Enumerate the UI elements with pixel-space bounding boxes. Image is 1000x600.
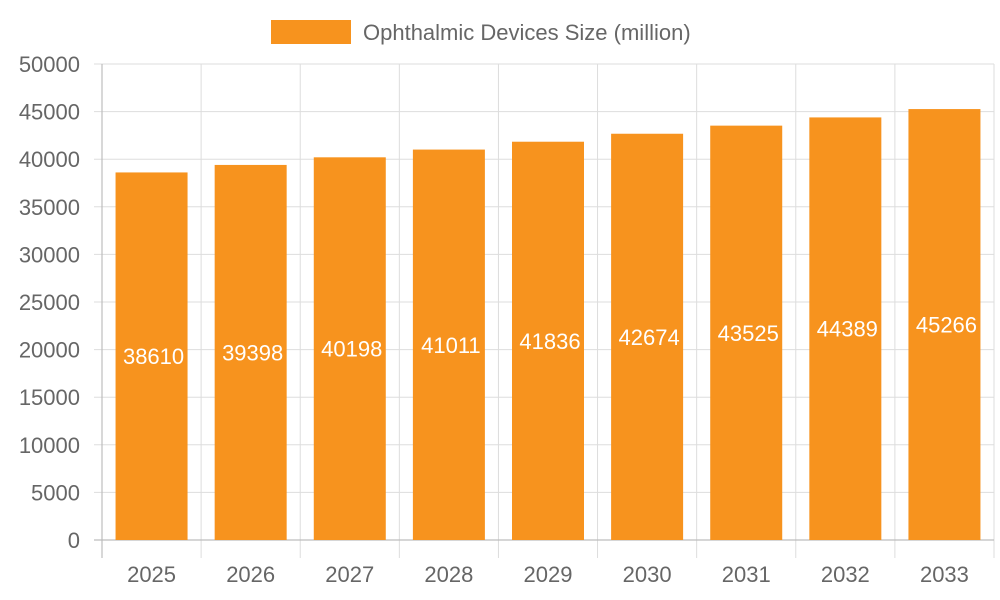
y-tick-label: 20000 xyxy=(19,338,80,363)
data-label: 41836 xyxy=(519,329,580,354)
y-tick-label: 5000 xyxy=(31,480,80,505)
x-tick-label: 2025 xyxy=(127,562,176,587)
x-tick-label: 2026 xyxy=(226,562,275,587)
y-tick-label: 40000 xyxy=(19,147,80,172)
bar-2027 xyxy=(313,157,386,540)
x-tick-label: 2029 xyxy=(524,562,573,587)
y-tick-label: 15000 xyxy=(19,385,80,410)
x-tick-label: 2033 xyxy=(920,562,969,587)
x-tick-label: 2032 xyxy=(821,562,870,587)
y-tick-label: 10000 xyxy=(19,433,80,458)
data-label: 42674 xyxy=(619,325,680,350)
y-tick-label: 0 xyxy=(68,528,80,553)
bar-2031 xyxy=(710,125,783,540)
y-tick-label: 50000 xyxy=(19,52,80,77)
data-label: 39398 xyxy=(222,340,283,365)
x-tick-label: 2028 xyxy=(424,562,473,587)
data-label: 40198 xyxy=(321,337,382,362)
data-label: 38610 xyxy=(123,344,184,369)
data-label: 44389 xyxy=(817,317,878,342)
x-tick-label: 2031 xyxy=(722,562,771,587)
y-tick-label: 30000 xyxy=(19,242,80,267)
y-tick-label: 25000 xyxy=(19,290,80,315)
bar-2032 xyxy=(809,117,882,540)
legend-label: Ophthalmic Devices Size (million) xyxy=(363,20,691,45)
data-label: 45266 xyxy=(916,313,977,338)
bar-2030 xyxy=(611,133,684,540)
bar-2025 xyxy=(115,172,188,540)
y-tick-label: 35000 xyxy=(19,195,80,220)
bar-2028 xyxy=(412,149,485,540)
legend-swatch xyxy=(271,20,351,44)
y-tick-label: 45000 xyxy=(19,100,80,125)
x-tick-label: 2030 xyxy=(623,562,672,587)
bar-2026 xyxy=(214,164,287,541)
bar-2029 xyxy=(512,141,584,540)
x-tick-label: 2027 xyxy=(325,562,374,587)
bar-2033 xyxy=(908,109,981,540)
data-label: 41011 xyxy=(421,333,481,358)
data-label: 43525 xyxy=(718,321,779,346)
